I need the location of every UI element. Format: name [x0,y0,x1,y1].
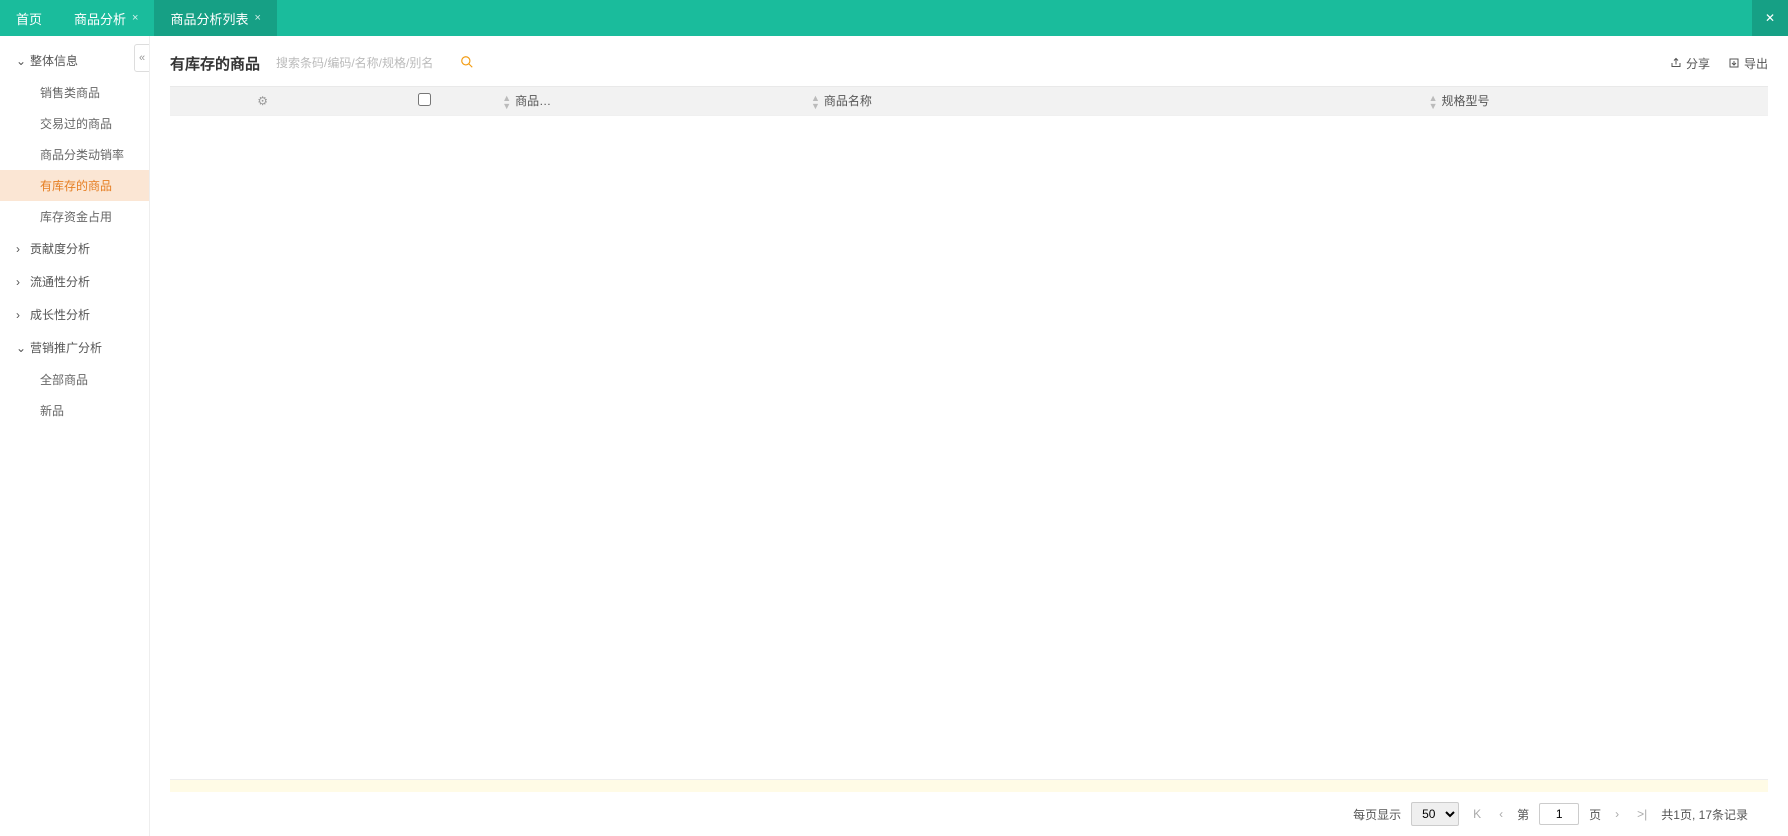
tab-1[interactable]: 商品分析 × [58,0,154,36]
chevron-down-icon: ⌄ [16,341,26,355]
col-label: 规格型号 [1442,94,1490,108]
sidebar-collapse-button[interactable]: « [134,44,150,72]
col-chk[interactable] [355,87,494,115]
tab-2[interactable]: 商品分析列表 × [154,0,276,36]
gear-icon[interactable]: ⚙ [257,94,268,108]
select-all-checkbox[interactable] [418,93,431,106]
sidebar-item-4-0[interactable]: 全部商品 [0,364,149,395]
pager: 每页显示 50 K ‹ 第 页 › >| 共1页, 17条记录 [170,792,1768,836]
sort-icon[interactable]: ▲▼ [811,94,820,110]
export-button[interactable]: 导出 [1728,55,1768,72]
sidebar-item-0-4[interactable]: 库存资金占用 [0,201,149,232]
sidebar-group-label: 营销推广分析 [30,339,102,356]
sidebar-item-4-1[interactable]: 新品 [0,395,149,426]
pager-page-prefix: 第 [1517,806,1529,823]
share-button[interactable]: 分享 [1670,55,1710,72]
per-page-label: 每页显示 [1353,806,1401,823]
sort-icon[interactable]: ▲▼ [1429,94,1438,110]
sidebar-item-0-1[interactable]: 交易过的商品 [0,108,149,139]
sidebar-group-label: 贡献度分析 [30,240,90,257]
tab-close-icon[interactable]: × [132,12,138,24]
sidebar-item-0-2[interactable]: 商品分类动销率 [0,139,149,170]
tab-close-icon[interactable]: × [254,12,260,24]
tab-0[interactable]: 首页 [0,0,58,36]
col-label: 商品… [515,94,551,108]
pager-prev-button[interactable]: ‹ [1495,807,1507,821]
share-label: 分享 [1686,55,1710,72]
sidebar-group-label: 整体信息 [30,52,78,69]
data-table: ⚙ ▲▼ 商品… ▲▼ 商品名称 ▲▼ 规格型号 [170,87,1768,116]
sidebar: « ⌄ 整体信息销售类商品交易过的商品商品分类动销率有库存的商品库存资金占用 › 贡献… [0,36,150,836]
sidebar-group-label: 流通性分析 [30,273,90,290]
col-spec[interactable]: ▲▼ 规格型号 [1421,87,1768,115]
tabs-close-button[interactable]: ✕ [1752,0,1788,36]
col-code[interactable]: ▲▼ 商品… [494,87,803,115]
sidebar-group-0[interactable]: ⌄ 整体信息 [0,44,149,77]
sidebar-item-0-0[interactable]: 销售类商品 [0,77,149,108]
page-title: 有库存的商品 [170,53,260,74]
pager-first-button[interactable]: K [1469,807,1485,821]
per-page-select[interactable]: 50 [1411,802,1459,826]
sidebar-group-4[interactable]: ⌄ 营销推广分析 [0,331,149,364]
tab-label: 首页 [16,9,42,28]
sidebar-group-label: 成长性分析 [30,306,90,323]
tab-label: 商品分析列表 [170,9,248,28]
search-icon[interactable] [460,55,474,72]
chevron-right-icon: › [16,308,26,322]
col-name[interactable]: ▲▼ 商品名称 [803,87,1421,115]
chevron-right-icon: › [16,242,26,256]
sidebar-item-0-3[interactable]: 有库存的商品 [0,170,149,201]
sidebar-group-1[interactable]: › 贡献度分析 [0,232,149,265]
col-label: 商品名称 [824,94,872,108]
chevron-down-icon: ⌄ [16,54,26,68]
chevron-right-icon: › [16,275,26,289]
export-label: 导出 [1744,55,1768,72]
pager-last-button[interactable]: >| [1633,807,1651,821]
totals-row [170,779,1768,792]
tab-label: 商品分析 [74,9,126,28]
table-wrap: ⚙ ▲▼ 商品… ▲▼ 商品名称 ▲▼ 规格型号 [170,86,1768,779]
pager-page-input[interactable] [1539,803,1579,825]
col-idx[interactable]: ⚙ [170,87,355,115]
pager-summary: 共1页, 17条记录 [1661,806,1748,823]
main-panel: 有库存的商品 分享 导出 [150,36,1788,836]
pager-next-button[interactable]: › [1611,807,1623,821]
sidebar-group-3[interactable]: › 成长性分析 [0,298,149,331]
pager-page-suffix: 页 [1589,806,1601,823]
sidebar-group-2[interactable]: › 流通性分析 [0,265,149,298]
sort-icon[interactable]: ▲▼ [502,94,511,110]
tabs-bar: 首页 商品分析 × 商品分析列表 × ✕ [0,0,1788,36]
search-input[interactable] [274,52,454,74]
